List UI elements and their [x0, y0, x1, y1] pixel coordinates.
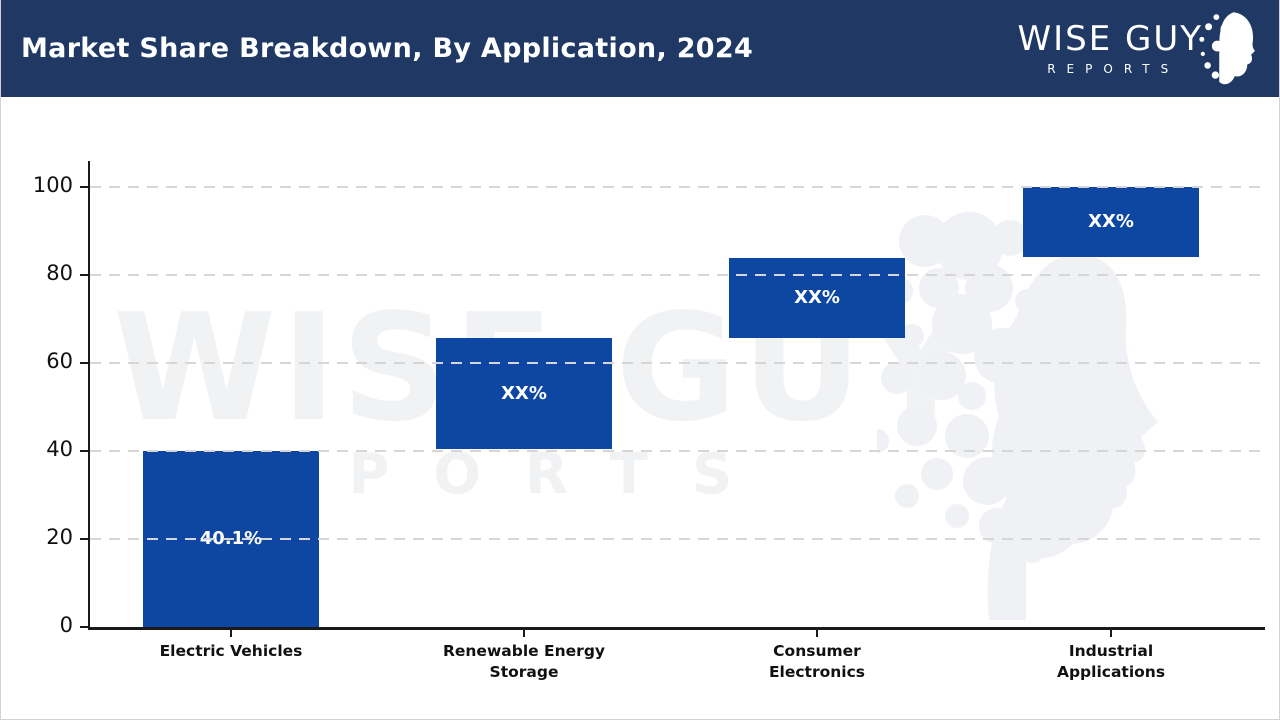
- y-tick-label: 80: [46, 261, 73, 285]
- x-category-label: Consumer Electronics: [768, 642, 866, 681]
- y-tick-40: [80, 450, 88, 452]
- gridline-y-40: [90, 450, 1264, 452]
- y-axis-line: [88, 161, 90, 630]
- gridline-y-60: [90, 362, 1264, 364]
- x-category-label: Renewable Energy Storage: [442, 642, 606, 681]
- y-tick-label: 40: [46, 437, 73, 461]
- brand-head-icon: [1199, 11, 1255, 84]
- x-tick-0: [230, 630, 232, 637]
- y-tick-60: [80, 362, 88, 364]
- x-tick-1: [523, 630, 525, 637]
- x-axis-line: [88, 627, 1265, 630]
- bar-value-label: XX%: [794, 287, 840, 309]
- y-tick-20: [80, 538, 88, 540]
- bar-3: XX%: [1023, 187, 1199, 257]
- x-category-label: Electric Vehicles: [159, 642, 303, 660]
- brand-text: WISE GUY REPORTS: [1017, 22, 1203, 75]
- brand-logo: WISE GUY REPORTS: [1017, 9, 1255, 89]
- x-tick-2: [816, 630, 818, 637]
- y-tick-0: [80, 626, 88, 628]
- y-tick-80: [80, 274, 88, 276]
- gridline-y-80: [90, 274, 1264, 276]
- brand-subtitle: REPORTS: [1047, 62, 1180, 76]
- y-tick-label: 0: [59, 613, 73, 637]
- y-tick-label: 60: [46, 349, 73, 373]
- gridline-y-20: [90, 538, 1264, 540]
- x-tick-3: [1110, 630, 1112, 637]
- brand-name: WISE GUY: [1017, 19, 1203, 59]
- x-category-label: Industrial Applications: [1056, 642, 1166, 681]
- bar-value-label: XX%: [501, 382, 547, 404]
- bar-1: XX%: [436, 337, 612, 449]
- gridline-y-100: [90, 186, 1264, 188]
- y-tick-label: 20: [46, 525, 73, 549]
- bar-value-label: XX%: [1088, 211, 1134, 233]
- y-tick-label: 100: [32, 173, 73, 197]
- page-title: Market Share Breakdown, By Application, …: [21, 33, 754, 64]
- y-tick-100: [80, 186, 88, 188]
- bar-2: XX%: [729, 257, 905, 338]
- header: Market Share Breakdown, By Application, …: [1, 0, 1279, 97]
- watermark-head-icon: [877, 212, 1158, 620]
